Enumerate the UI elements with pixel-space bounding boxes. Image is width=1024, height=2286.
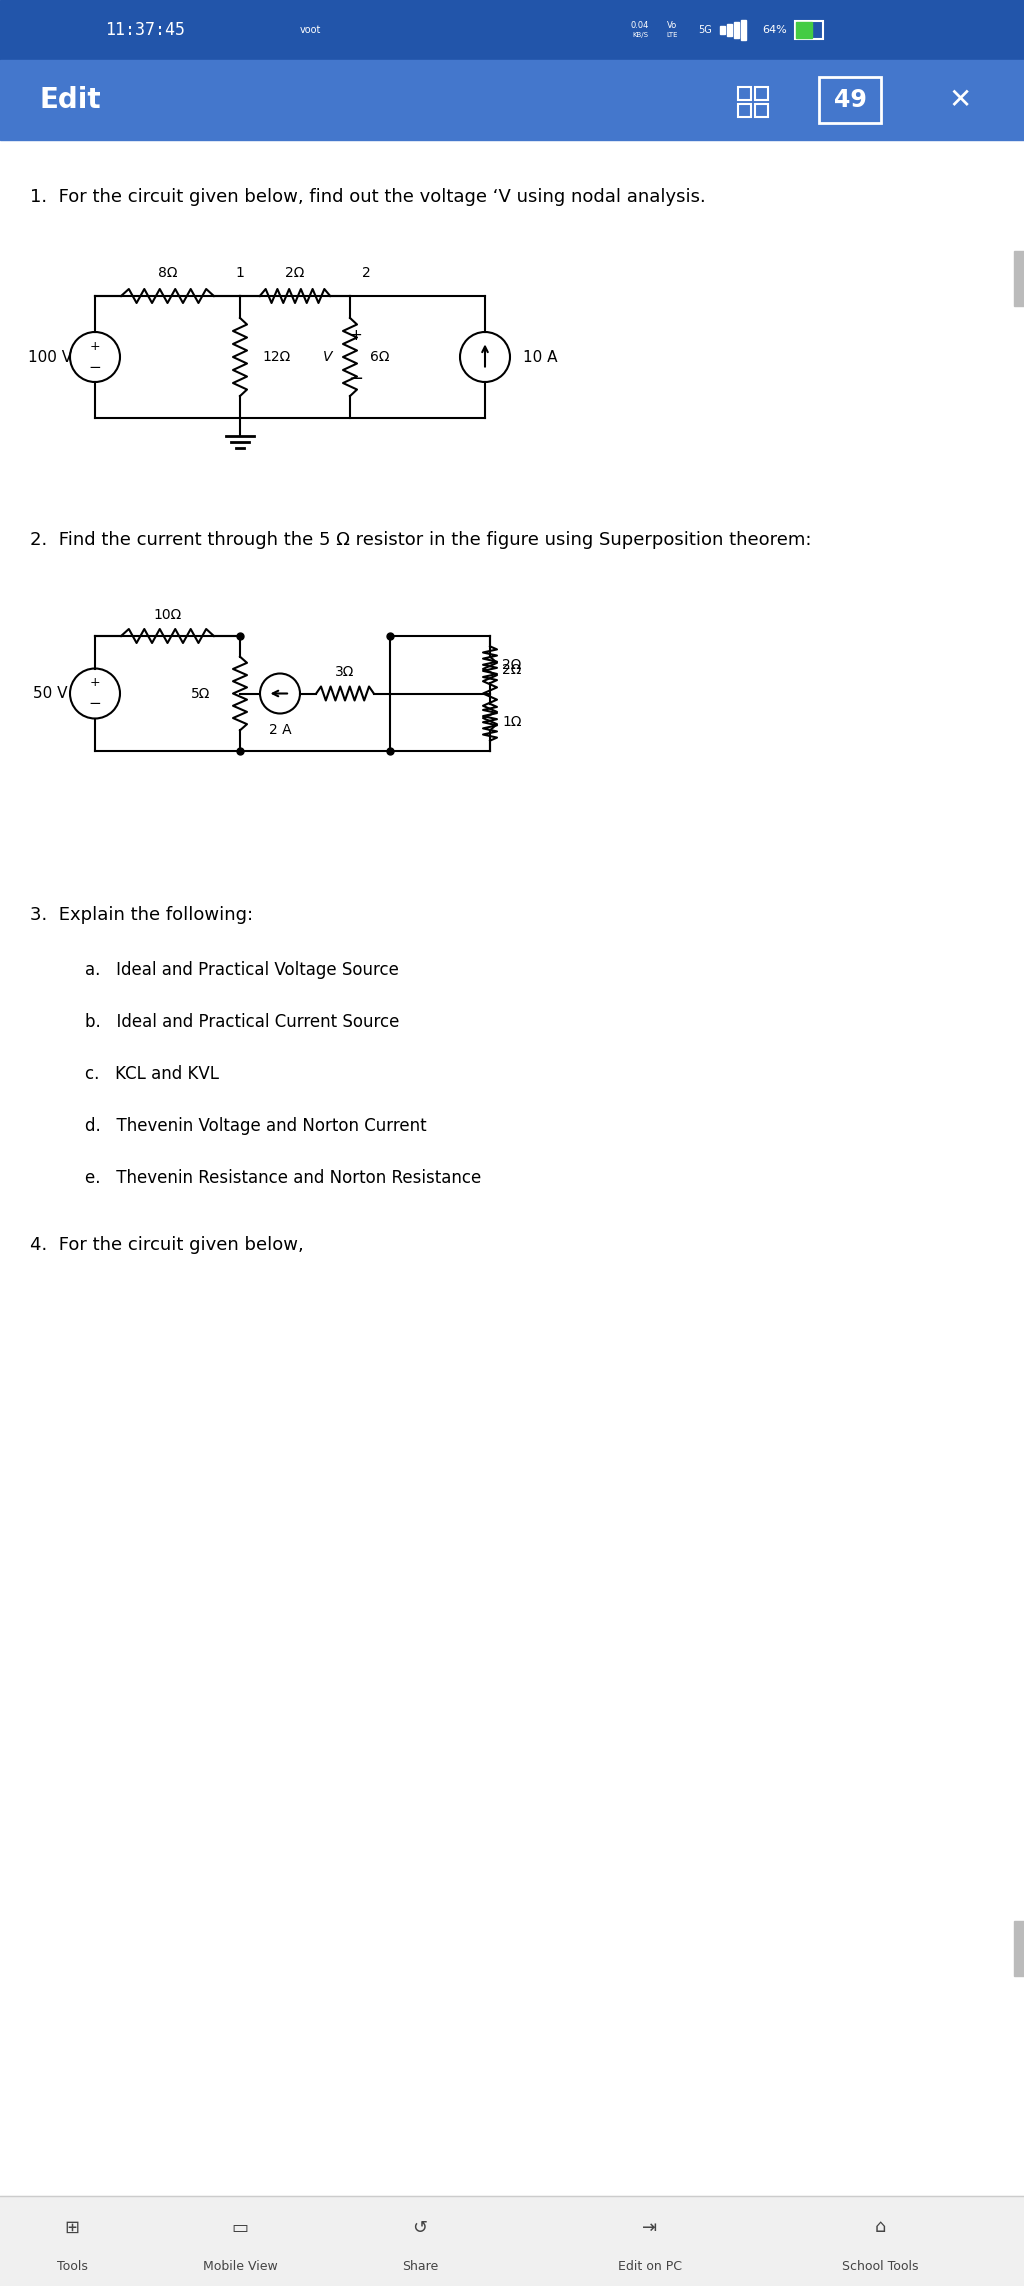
Text: 2.  Find the current through the 5 Ω resistor in the figure using Superposition : 2. Find the current through the 5 Ω resi… [30,530,811,549]
Bar [727,23,732,37]
Circle shape [460,331,510,382]
Bar [738,87,751,101]
Text: a.   Ideal and Practical Voltage Source: a. Ideal and Practical Voltage Source [85,960,399,978]
Text: 4.  For the circuit given below,: 4. For the circuit given below, [30,1237,304,1255]
Text: Mobile View: Mobile View [203,2259,278,2272]
Bar [734,23,739,39]
Bar [1014,251,1024,306]
Bar [738,103,751,117]
Text: e.   Thevenin Resistance and Norton Resistance: e. Thevenin Resistance and Norton Resist… [85,1168,481,1186]
Circle shape [70,668,120,718]
Text: 64%: 64% [763,25,787,34]
Text: Tools: Tools [56,2259,87,2272]
Bar [0,59,1024,139]
Bar [796,23,812,39]
Text: 6Ω: 6Ω [370,350,389,363]
Text: ↺: ↺ [413,2217,428,2236]
Text: +: + [90,677,100,690]
Text: Edit on PC: Edit on PC [618,2259,682,2272]
Text: 50 V: 50 V [33,686,68,702]
Circle shape [70,331,120,382]
Text: ▭: ▭ [231,2217,249,2236]
Text: LTE: LTE [667,32,678,39]
Text: 3Ω: 3Ω [335,665,354,679]
Bar [755,87,768,101]
Text: voot: voot [299,25,321,34]
Text: 1Ω: 1Ω [502,716,521,729]
Text: 2Ω: 2Ω [502,663,521,677]
Bar [755,103,768,117]
Text: 5G: 5G [698,25,712,34]
Text: 2Ω: 2Ω [502,658,521,672]
Text: ⇥: ⇥ [642,2217,657,2236]
Text: 2Ω: 2Ω [286,265,305,279]
Text: 49: 49 [834,87,866,112]
Text: −: − [89,359,101,375]
Text: 10Ω: 10Ω [154,608,181,622]
Text: 8Ω: 8Ω [158,265,177,279]
Bar [0,0,1024,59]
Text: b.   Ideal and Practical Current Source: b. Ideal and Practical Current Source [85,1013,399,1031]
Text: 12Ω: 12Ω [262,350,290,363]
Bar [1014,1920,1024,1975]
Text: 1: 1 [236,265,245,279]
Text: School Tools: School Tools [842,2259,919,2272]
Text: 2: 2 [362,265,371,279]
Text: c.   KCL and KVL: c. KCL and KVL [85,1065,219,1084]
Text: 1.  For the circuit given below, find out the voltage ‘V using nodal analysis.: 1. For the circuit given below, find out… [30,187,706,206]
Text: ⊞: ⊞ [65,2217,80,2236]
Text: Share: Share [401,2259,438,2272]
Text: d.   Thevenin Voltage and Norton Current: d. Thevenin Voltage and Norton Current [85,1118,427,1136]
Circle shape [260,674,300,713]
Text: 11:37:45: 11:37:45 [105,21,185,39]
Text: 100 V: 100 V [28,350,72,363]
Text: KB/S: KB/S [632,32,648,39]
Text: 10 A: 10 A [523,350,557,363]
Text: V: V [323,350,332,363]
Text: +: + [349,327,362,343]
Text: ✕: ✕ [948,87,972,114]
Text: 5Ω: 5Ω [190,686,210,700]
Bar [0,139,1024,2197]
Bar [0,2197,1024,2286]
Text: 0.04: 0.04 [631,21,649,30]
Text: 2 A: 2 A [268,722,291,738]
Text: ⌂: ⌂ [874,2217,886,2236]
Text: +: + [90,341,100,352]
Text: 3.  Explain the following:: 3. Explain the following: [30,905,253,924]
Text: Vo: Vo [667,21,677,30]
Bar [741,21,746,39]
Text: Edit: Edit [40,87,101,114]
Text: −: − [89,697,101,711]
Text: −: − [348,370,364,389]
Bar [720,25,725,34]
